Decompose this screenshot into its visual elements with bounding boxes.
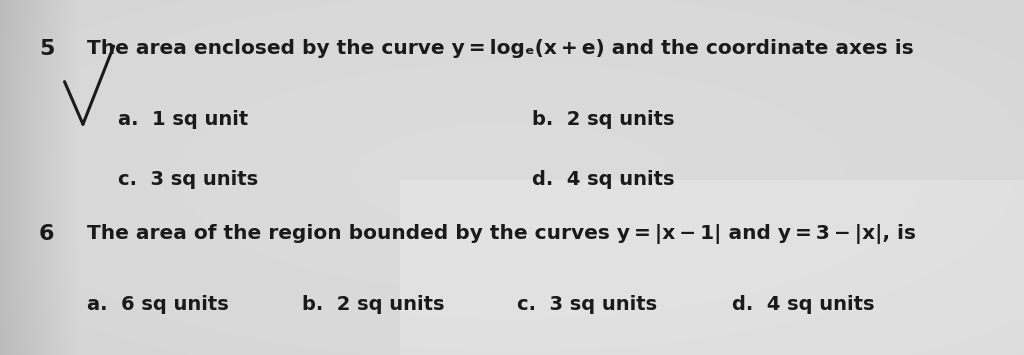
Text: 6: 6: [39, 224, 54, 244]
Text: The area enclosed by the curve y = logₑ(x + e) and the coordinate axes is: The area enclosed by the curve y = logₑ(…: [87, 39, 913, 58]
Text: The area of the region bounded by the curves y = |x − 1| and y = 3 − |x|, is: The area of the region bounded by the cu…: [87, 224, 916, 244]
Text: d.  4 sq units: d. 4 sq units: [732, 295, 874, 314]
Text: d.  4 sq units: d. 4 sq units: [532, 170, 675, 190]
Text: b.  2 sq units: b. 2 sq units: [532, 110, 675, 129]
Text: c.  3 sq units: c. 3 sq units: [118, 170, 258, 190]
Text: b.  2 sq units: b. 2 sq units: [302, 295, 444, 314]
Text: c.  3 sq units: c. 3 sq units: [517, 295, 657, 314]
Text: 5: 5: [39, 39, 54, 59]
Text: a.  1 sq unit: a. 1 sq unit: [118, 110, 248, 129]
Text: a.  6 sq units: a. 6 sq units: [87, 295, 228, 314]
